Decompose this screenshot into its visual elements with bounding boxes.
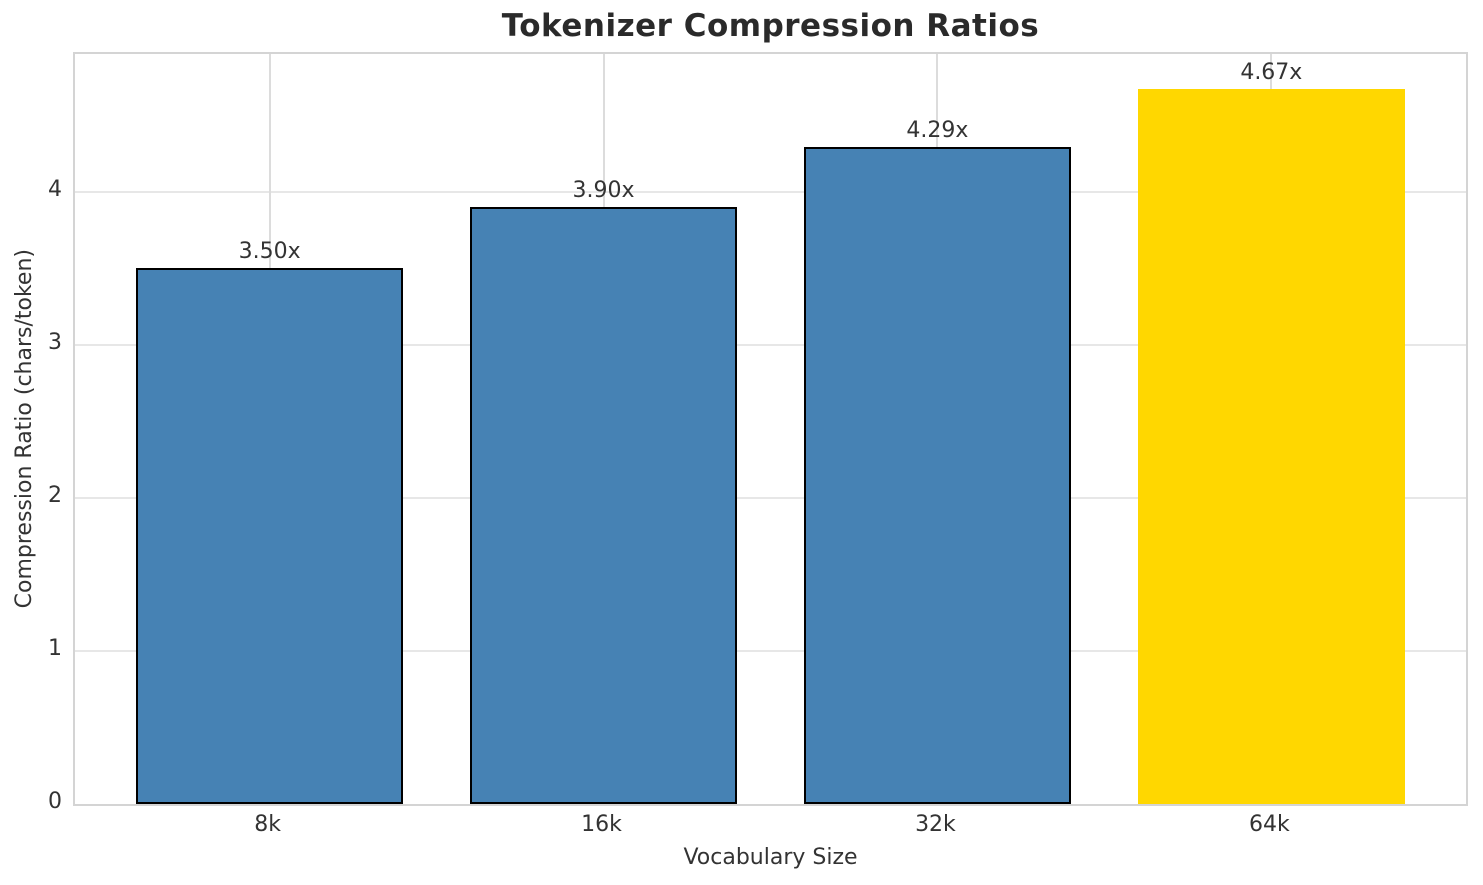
bar-value-label: 4.29x bbox=[906, 118, 969, 144]
x-axis-label: Vocabulary Size bbox=[683, 845, 858, 870]
gridline-y-1 bbox=[75, 649, 1466, 652]
bar-value-label: 3.50x bbox=[238, 239, 301, 265]
y-tick-label: 4 bbox=[48, 176, 62, 202]
chart-title: Tokenizer Compression Ratios bbox=[501, 8, 1040, 44]
y-tick-label: 0 bbox=[48, 789, 62, 814]
bar-value-label: 4.67x bbox=[1240, 60, 1303, 86]
x-tick-label: 64k bbox=[1248, 812, 1290, 837]
y-axis-label-container: Compression Ratio (chars/token) bbox=[2, 52, 46, 806]
gridline-y-4 bbox=[75, 190, 1466, 193]
plot-area: 3.50x 3.90x 4.29x 4.67x bbox=[73, 52, 1468, 806]
x-tick-label: 8k bbox=[254, 812, 282, 837]
x-tick-label: 32k bbox=[915, 812, 956, 837]
y-tick-label: 3 bbox=[48, 329, 62, 355]
y-tick-label: 2 bbox=[48, 482, 62, 508]
bar-64k bbox=[1137, 89, 1405, 804]
bar-32k bbox=[803, 147, 1071, 804]
y-axis-label: Compression Ratio (chars/token) bbox=[11, 249, 37, 609]
bar-8k bbox=[136, 268, 404, 804]
x-tick-label: 16k bbox=[581, 812, 622, 837]
bar-16k bbox=[469, 207, 738, 804]
gridline-y-2 bbox=[75, 496, 1466, 499]
gridline-y-3 bbox=[75, 343, 1466, 346]
y-tick-label: 1 bbox=[48, 635, 62, 661]
bar-value-label: 3.90x bbox=[572, 178, 635, 204]
